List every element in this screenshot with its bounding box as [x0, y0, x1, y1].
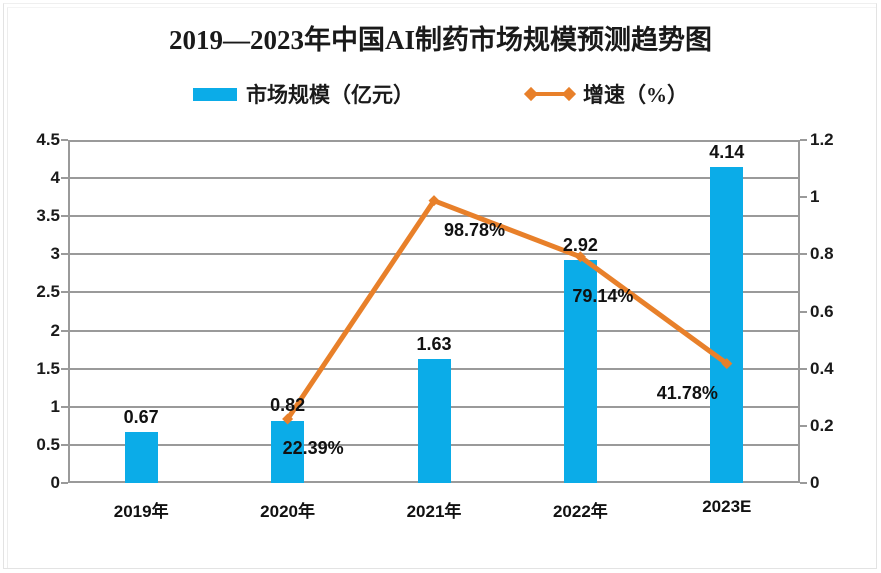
line-diamond-swatch-icon [523, 86, 577, 102]
left-axis-tick [61, 177, 68, 180]
left-axis-tick [61, 253, 68, 256]
left-axis-tick-label: 0.5 [36, 434, 60, 454]
line-value-label: 22.39% [282, 438, 344, 458]
gridline [68, 215, 800, 218]
plot-wrapper: 0 0.5 1 1.5 2 2.5 3 3.5 4 4.5 0 0.2 0.4 0.6 0.8 1 1.2 0… [36, 131, 833, 521]
x-axis-tick-label: 2019年 [113, 502, 169, 521]
right-axis-tick-label: 0.6 [810, 301, 834, 321]
left-axis-tick [61, 405, 68, 408]
bar-value-label: 4.14 [709, 142, 745, 163]
left-axis-tick [61, 139, 68, 141]
gridline [68, 291, 800, 294]
bar-swatch-icon [193, 87, 237, 101]
left-axis-tick [61, 329, 68, 332]
bar-value-label: 0.67 [123, 406, 159, 427]
line-value-label: 98.78% [444, 219, 506, 240]
right-axis-tick [800, 253, 807, 256]
right-axis-tick-label: 1.2 [810, 130, 834, 149]
x-axis-tick-label: 2023E [702, 497, 752, 516]
left-axis-tick-label: 0 [50, 473, 60, 492]
right-axis-tick-label: 0.4 [810, 358, 834, 378]
left-axis-tick-label: 2 [50, 320, 60, 340]
right-axis-tick [800, 482, 807, 484]
bar-value-label: 1.63 [416, 333, 452, 354]
legend-label-market-size: 市场规模（亿元） [246, 83, 414, 107]
left-axis-tick-label: 3.5 [36, 206, 60, 226]
line-value-label: 79.14% [572, 285, 634, 306]
bar-value-label: 0.82 [270, 395, 306, 416]
legend-item-market-size[interactable]: 市场规模（亿元） [193, 79, 414, 109]
gridline [68, 253, 800, 256]
right-axis-tick [800, 424, 807, 427]
left-axis-tick [61, 215, 68, 218]
left-axis-tick [61, 482, 68, 484]
legend-label-growth-rate: 增速（%） [583, 83, 688, 107]
right-axis-tick [800, 139, 807, 141]
right-axis-tick [800, 367, 807, 370]
legend-item-growth-rate[interactable]: 增速（%） [523, 79, 688, 109]
gridline [68, 329, 800, 332]
left-axis-tick-label: 4.5 [36, 130, 60, 149]
right-axis-tick-label: 0 [810, 473, 820, 492]
bar[interactable] [124, 431, 158, 483]
chart-title: 2019—2023年中国AI制药市场规模预测趋势图 [168, 25, 712, 55]
bar[interactable] [271, 420, 305, 483]
right-axis-tick-label: 1 [810, 187, 820, 207]
left-axis-tick [61, 291, 68, 294]
bar[interactable] [710, 167, 744, 483]
x-axis-tick-label: 2021年 [406, 502, 462, 521]
chart-legend: 市场规模（亿元） 增速（%） [0, 79, 881, 109]
left-axis-tick-label: 1.5 [36, 358, 60, 378]
x-axis-tick-label: 2020年 [260, 502, 316, 521]
left-axis-tick-label: 3 [50, 244, 60, 264]
right-axis-tick-label: 0.2 [810, 415, 834, 435]
right-axis-tick [800, 310, 807, 313]
left-axis-tick-label: 4 [50, 168, 60, 188]
x-axis-tick-label: 2022年 [552, 502, 608, 521]
gridline [68, 177, 800, 180]
bar-value-label: 2.92 [562, 235, 598, 256]
left-axis-tick [61, 367, 68, 370]
bar[interactable] [417, 358, 451, 483]
left-axis-tick-label: 2.5 [36, 282, 60, 302]
right-axis-tick [800, 196, 807, 199]
line-value-label: 41.78% [656, 382, 718, 403]
right-axis-tick-label: 0.8 [810, 244, 834, 264]
left-axis-tick [61, 443, 68, 446]
left-axis-tick-label: 1 [50, 396, 60, 416]
